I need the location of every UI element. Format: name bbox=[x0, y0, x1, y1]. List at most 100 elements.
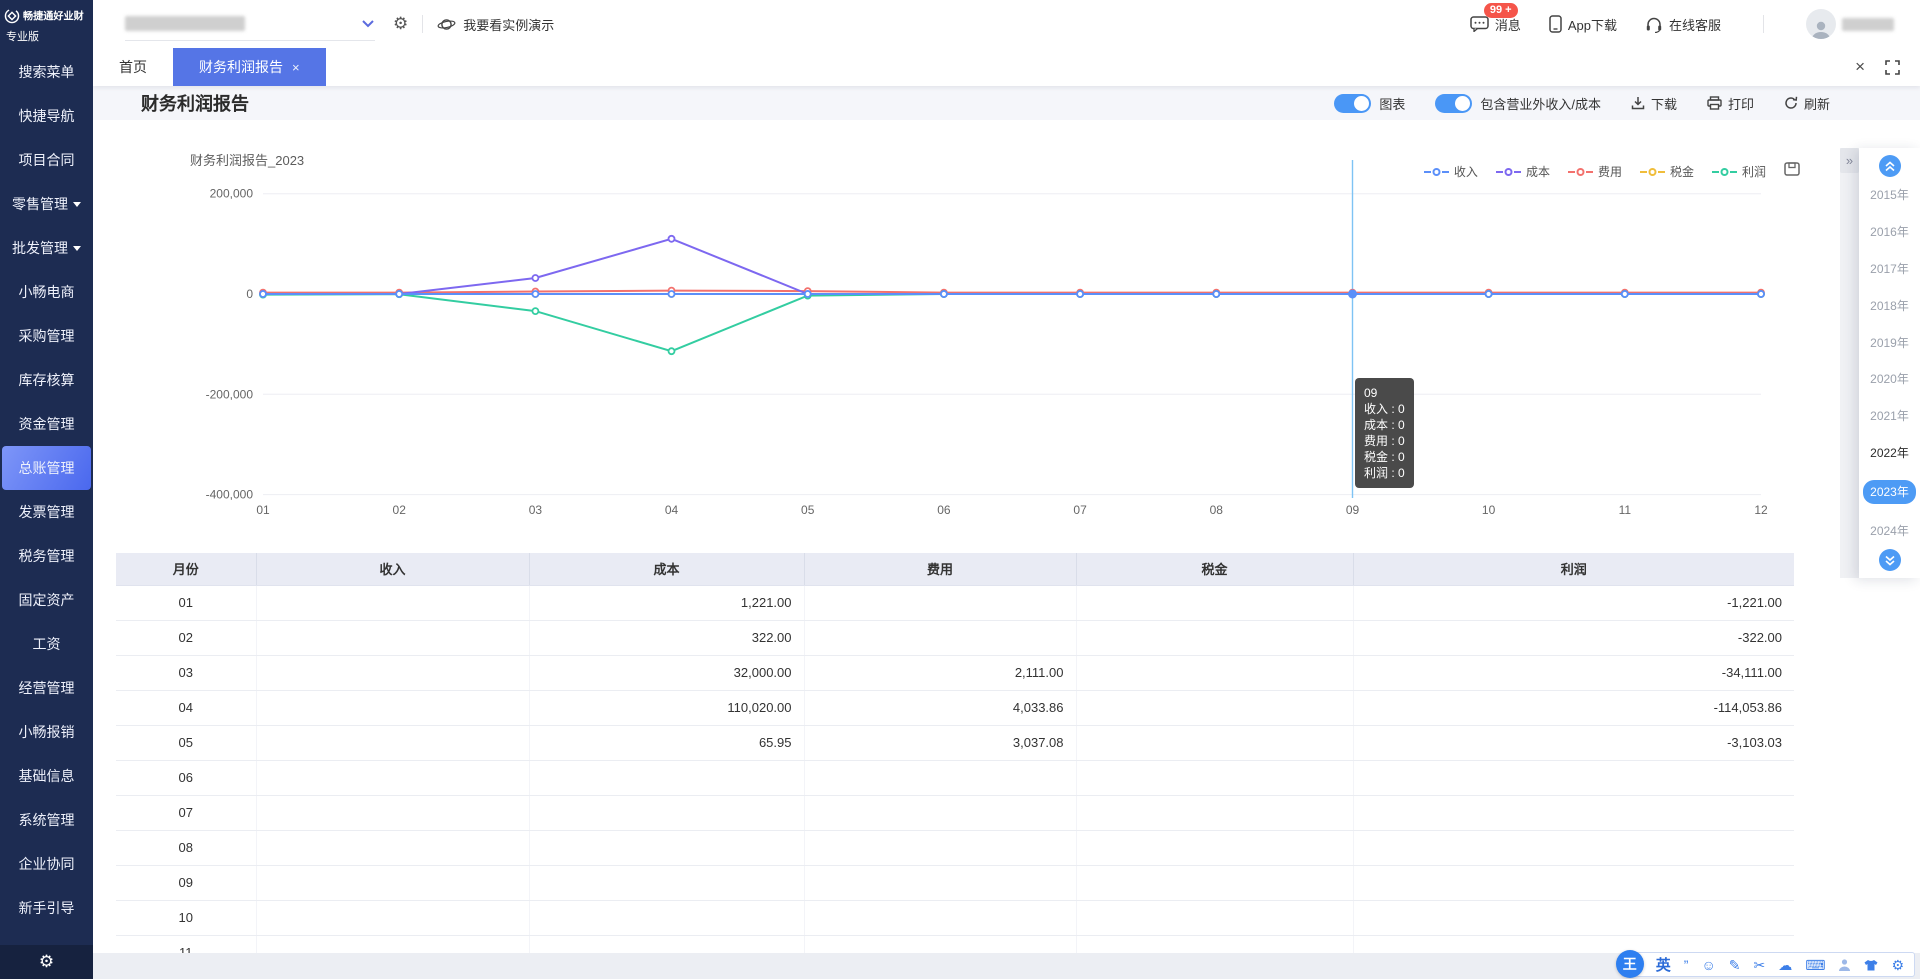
quote-icon[interactable]: ” bbox=[1683, 956, 1689, 973]
chart-toggle-switch[interactable] bbox=[1334, 93, 1372, 113]
sidebar-item-总账管理[interactable]: 总账管理 bbox=[2, 446, 91, 490]
tab-close-icon[interactable]: × bbox=[292, 59, 300, 75]
table-row[interactable]: 11 bbox=[116, 935, 1794, 953]
sidebar-item-固定资产[interactable]: 固定资产 bbox=[2, 578, 91, 622]
messages-button[interactable]: 99 + 消息 bbox=[1470, 2, 1521, 34]
shirt-icon[interactable] bbox=[1864, 959, 1878, 971]
year-item-2019年[interactable]: 2019年 bbox=[1870, 335, 1909, 350]
year-item-2016年[interactable]: 2016年 bbox=[1870, 225, 1909, 240]
legend-item-利润[interactable]: 利润 bbox=[1711, 163, 1766, 180]
years-scroll-down-button[interactable] bbox=[1878, 549, 1901, 571]
sidebar-item-发票管理[interactable]: 发票管理 bbox=[2, 490, 91, 534]
x-tick-label: 04 bbox=[665, 503, 679, 517]
table-row[interactable]: 10 bbox=[116, 900, 1794, 936]
year-item-2023年[interactable]: 2023年 bbox=[1863, 479, 1916, 504]
legend-item-收入[interactable]: 收入 bbox=[1423, 163, 1478, 180]
username-redacted bbox=[1842, 17, 1894, 31]
table-row[interactable]: 03 32,000.00 2,111.00 -34,111.00 bbox=[116, 655, 1794, 691]
include-nonop-switch[interactable] bbox=[1435, 93, 1473, 113]
sidebar-item-企业协同[interactable]: 企业协同 bbox=[2, 842, 91, 886]
cell-month: 03 bbox=[116, 655, 257, 691]
cell-收入 bbox=[256, 690, 530, 726]
sidebar-item-小畅电商[interactable]: 小畅电商 bbox=[2, 270, 91, 314]
sidebar-item-label: 采购管理 bbox=[18, 328, 75, 344]
sidebar-item-税务管理[interactable]: 税务管理 bbox=[2, 534, 91, 578]
support-button[interactable]: 在线客服 bbox=[1645, 15, 1721, 34]
sidebar-item-批发管理[interactable]: 批发管理 bbox=[2, 226, 91, 270]
save-as-image-icon[interactable] bbox=[1784, 162, 1800, 181]
refresh-button[interactable]: 刷新 bbox=[1784, 94, 1830, 113]
sidebar-item-工资[interactable]: 工资 bbox=[2, 622, 91, 666]
keyboard-icon[interactable]: ⌨ bbox=[1805, 956, 1826, 973]
sidebar-settings-button[interactable]: ⚙ bbox=[0, 945, 93, 979]
cell-利润: -34,111.00 bbox=[1353, 655, 1794, 691]
sidebar-item-库存核算[interactable]: 库存核算 bbox=[2, 358, 91, 402]
tab-profit-report[interactable]: 财务利润报告 × bbox=[173, 48, 326, 86]
table-row[interactable]: 04 110,020.00 4,033.86 -114,053.86 bbox=[116, 690, 1794, 726]
table-row[interactable]: 09 bbox=[116, 865, 1794, 901]
year-item-2020年[interactable]: 2020年 bbox=[1870, 372, 1909, 387]
legend-item-成本[interactable]: 成本 bbox=[1495, 163, 1550, 180]
chevron-down-icon bbox=[362, 20, 374, 28]
sidebar-item-采购管理[interactable]: 采购管理 bbox=[2, 314, 91, 358]
sidebar-item-系统管理[interactable]: 系统管理 bbox=[2, 798, 91, 842]
cell-month: 09 bbox=[116, 865, 257, 901]
headset-icon bbox=[1646, 17, 1662, 33]
year-panel-collapse-handle[interactable]: » bbox=[1840, 148, 1859, 173]
year-item-2022年[interactable]: 2022年 bbox=[1870, 445, 1909, 460]
table-row[interactable]: 08 bbox=[116, 830, 1794, 866]
scrollbar-track[interactable] bbox=[1840, 148, 1859, 578]
legend-item-税金[interactable]: 税金 bbox=[1639, 163, 1694, 180]
settings-gear-button[interactable]: ⚙ bbox=[393, 14, 409, 33]
sidebar-item-新手引导[interactable]: 新手引导 bbox=[2, 886, 91, 930]
fullscreen-icon[interactable] bbox=[1885, 59, 1900, 75]
table-row[interactable]: 02 322.00 -322.00 bbox=[116, 620, 1794, 656]
years-scroll-up-button[interactable] bbox=[1878, 155, 1901, 177]
sidebar-item-项目合同[interactable]: 项目合同 bbox=[2, 138, 91, 182]
sidebar-item-label: 系统管理 bbox=[18, 812, 75, 828]
gear-icon[interactable]: ⚙ bbox=[1891, 956, 1904, 973]
year-item-2018年[interactable]: 2018年 bbox=[1870, 298, 1909, 313]
company-selector[interactable] bbox=[125, 7, 375, 41]
app-download-button[interactable]: App下载 bbox=[1549, 15, 1617, 34]
table-row[interactable]: 05 65.95 3,037.08 -3,103.03 bbox=[116, 725, 1794, 761]
cloud-icon[interactable]: ☁ bbox=[1778, 956, 1793, 973]
year-item-2015年[interactable]: 2015年 bbox=[1870, 188, 1909, 203]
sidebar-item-快捷导航[interactable]: 快捷导航 bbox=[2, 94, 91, 138]
year-item-2024年[interactable]: 2024年 bbox=[1870, 523, 1909, 538]
sidebar-item-label: 基础信息 bbox=[18, 768, 75, 784]
year-item-2021年[interactable]: 2021年 bbox=[1870, 409, 1909, 424]
legend-item-费用[interactable]: 费用 bbox=[1567, 163, 1622, 180]
demo-link[interactable]: 我要看实例演示 bbox=[437, 15, 554, 34]
series-line-费用 bbox=[263, 289, 1761, 294]
tab-home[interactable]: 首页 bbox=[93, 48, 173, 86]
sidebar-item-经营管理[interactable]: 经营管理 bbox=[2, 666, 91, 710]
sidebar-item-资金管理[interactable]: 资金管理 bbox=[2, 402, 91, 446]
ime-brand-badge[interactable]: 王 bbox=[1615, 950, 1644, 978]
scissors-icon[interactable]: ✂ bbox=[1753, 956, 1766, 973]
logo-block: 畅捷通好业财 专业版 bbox=[0, 0, 93, 46]
user-account[interactable] bbox=[1806, 9, 1894, 39]
sidebar-item-零售管理[interactable]: 零售管理 bbox=[2, 182, 91, 226]
sidebar-item-小畅报销[interactable]: 小畅报销 bbox=[2, 710, 91, 754]
cell-税金 bbox=[1076, 725, 1354, 761]
table-row[interactable]: 07 bbox=[116, 795, 1794, 831]
main-content: 财务利润报告 图表 包含营业外收入/成本 下载 bbox=[93, 86, 1920, 979]
year-item-2017年[interactable]: 2017年 bbox=[1870, 261, 1909, 276]
person-icon[interactable] bbox=[1838, 958, 1851, 971]
data-point-成本 bbox=[531, 274, 540, 282]
table-row[interactable]: 01 1,221.00 -1,221.00 bbox=[116, 585, 1794, 621]
table-row[interactable]: 06 bbox=[116, 760, 1794, 796]
emoji-icon[interactable]: ☺ bbox=[1701, 956, 1716, 973]
download-button[interactable]: 下载 bbox=[1631, 94, 1677, 113]
close-all-icon[interactable]: × bbox=[1855, 57, 1865, 76]
pencil-icon[interactable]: ✎ bbox=[1728, 956, 1741, 973]
sidebar-item-搜索菜单[interactable]: 搜索菜单 bbox=[2, 50, 91, 94]
print-button[interactable]: 打印 bbox=[1707, 94, 1754, 113]
ime-language-mode[interactable]: 英 bbox=[1655, 957, 1671, 974]
demo-label: 我要看实例演示 bbox=[463, 17, 555, 33]
cell-税金 bbox=[1076, 760, 1354, 796]
sidebar-item-基础信息[interactable]: 基础信息 bbox=[2, 754, 91, 798]
data-point-收入 bbox=[1757, 290, 1765, 298]
